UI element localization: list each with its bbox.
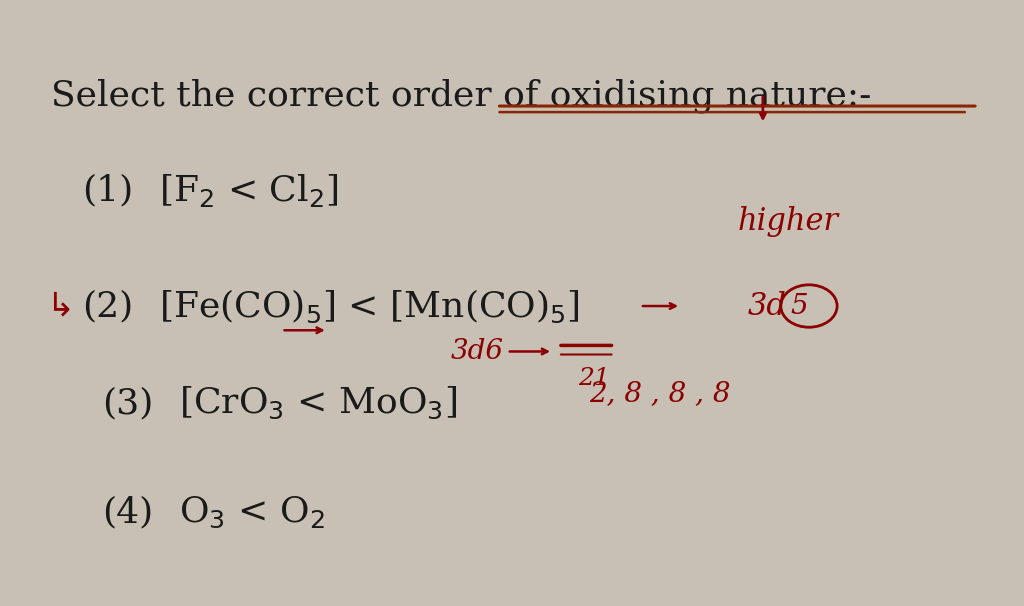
Text: [F$_2$ < Cl$_2$]: [F$_2$ < Cl$_2$] bbox=[159, 172, 338, 210]
Text: O$_3$ < O$_2$: O$_3$ < O$_2$ bbox=[179, 494, 325, 530]
Text: [Fe(CO)$_5$] < [Mn(CO)$_5$]: [Fe(CO)$_5$] < [Mn(CO)$_5$] bbox=[159, 287, 580, 325]
Text: 3d: 3d bbox=[748, 290, 786, 322]
Text: (4): (4) bbox=[102, 495, 154, 529]
Text: (1): (1) bbox=[82, 174, 133, 208]
Text: [CrO$_3$ < MoO$_3$]: [CrO$_3$ < MoO$_3$] bbox=[179, 385, 458, 421]
Text: Select the correct order of oxidising nature:-: Select the correct order of oxidising na… bbox=[51, 79, 871, 113]
Text: 21: 21 bbox=[579, 367, 610, 390]
Text: (2): (2) bbox=[82, 289, 133, 323]
Text: higher: higher bbox=[737, 205, 839, 237]
Text: 2, 8 , 8 , 8: 2, 8 , 8 , 8 bbox=[589, 381, 730, 407]
Text: 3d6: 3d6 bbox=[451, 338, 504, 365]
Text: ↳: ↳ bbox=[46, 290, 74, 322]
Text: 5: 5 bbox=[791, 293, 808, 319]
Text: (3): (3) bbox=[102, 386, 154, 420]
